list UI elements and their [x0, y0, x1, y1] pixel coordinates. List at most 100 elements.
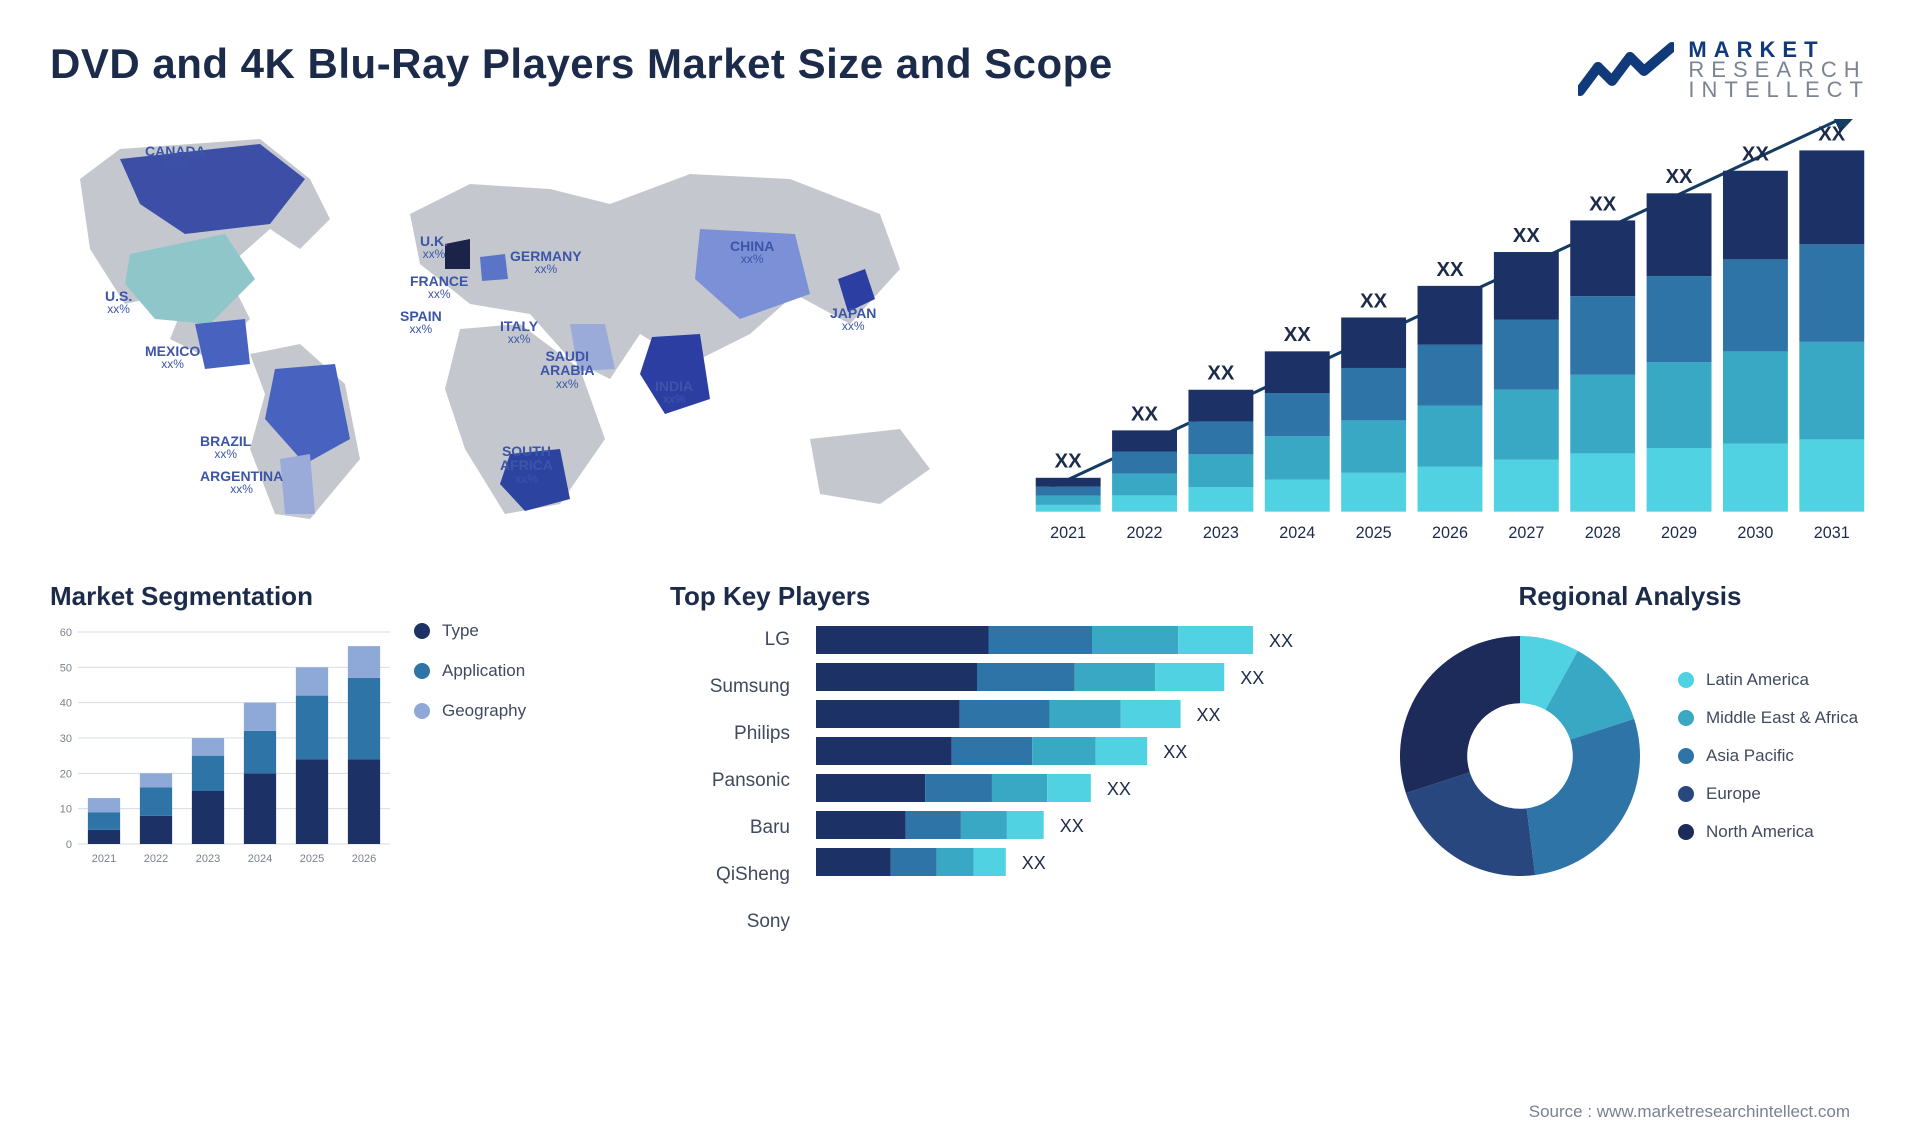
players-title: Top Key Players: [670, 581, 1360, 612]
map-label: FRANCExx%: [410, 274, 468, 301]
legend-swatch-icon: [1678, 786, 1694, 802]
legend-swatch-icon: [414, 703, 430, 719]
svg-text:60: 60: [60, 627, 72, 639]
svg-text:0: 0: [66, 839, 72, 851]
source-credit: Source : www.marketresearchintellect.com: [1529, 1102, 1850, 1122]
legend-swatch-icon: [414, 623, 430, 639]
segmentation-title: Market Segmentation: [50, 581, 390, 612]
segmentation-chart-svg: 0 10 20 30 40 50 60 2021 2022 2023 2024 2025 2026: [50, 626, 390, 866]
donut-title: Regional Analysis: [1390, 581, 1870, 612]
svg-text:XX: XX: [1060, 816, 1084, 836]
map-label: GERMANYxx%: [510, 249, 582, 276]
svg-text:20: 20: [60, 768, 72, 780]
svg-text:2025: 2025: [300, 853, 324, 865]
svg-text:XX: XX: [1207, 362, 1234, 384]
donut-legend: Latin America Middle East & Africa Asia Pa…: [1678, 670, 1858, 842]
brand-logo: MARKET RESEARCH INTELLECT: [1578, 40, 1870, 101]
player-label: Baru: [670, 814, 790, 851]
world-map: CANADAxx%U.S.xx%MEXICOxx%BRAZILxx%ARGENT…: [50, 119, 990, 539]
legend-item: Latin America: [1678, 670, 1858, 690]
svg-text:XX: XX: [1197, 705, 1221, 725]
map-label: CHINAxx%: [730, 239, 774, 266]
player-label: Sony: [670, 908, 790, 945]
svg-text:2022: 2022: [144, 853, 168, 865]
svg-text:2022: 2022: [1127, 524, 1163, 542]
player-label: LG: [670, 626, 790, 663]
svg-text:2026: 2026: [352, 853, 376, 865]
svg-text:XX: XX: [1055, 450, 1082, 472]
player-label: Sumsung: [670, 673, 790, 710]
player-label: Pansonic: [670, 767, 790, 804]
player-label: Philips: [670, 720, 790, 757]
legend-label: North America: [1706, 822, 1814, 842]
legend-item: Type: [414, 621, 526, 641]
legend-item: Application: [414, 661, 526, 681]
svg-text:2021: 2021: [92, 853, 116, 865]
legend-swatch-icon: [1678, 748, 1694, 764]
map-label: U.S.xx%: [105, 289, 132, 316]
legend-label: Latin America: [1706, 670, 1809, 690]
legend-label: Europe: [1706, 784, 1761, 804]
map-label: ITALYxx%: [500, 319, 538, 346]
legend-swatch-icon: [1678, 672, 1694, 688]
key-players-panel: Top Key Players LG Sumsung Philips Pansonic…: [670, 581, 1360, 945]
svg-text:2024: 2024: [248, 853, 272, 865]
svg-text:2028: 2028: [1585, 524, 1621, 542]
legend-label: Application: [442, 661, 525, 681]
svg-text:30: 30: [60, 733, 72, 745]
header: DVD and 4K Blu-Ray Players Market Size a…: [50, 40, 1870, 101]
svg-text:2023: 2023: [1203, 524, 1239, 542]
segmentation-panel: Market Segmentation 0 10 20 30 40 50 60 2021 202…: [50, 581, 640, 945]
svg-text:10: 10: [60, 803, 72, 815]
svg-text:XX: XX: [1818, 123, 1845, 145]
svg-text:2025: 2025: [1356, 524, 1392, 542]
map-label: BRAZILxx%: [200, 434, 251, 461]
page-title: DVD and 4K Blu-Ray Players Market Size a…: [50, 40, 1113, 88]
svg-text:XX: XX: [1513, 225, 1540, 247]
players-chart-svg: XXXXXXXXXXXXXX: [816, 626, 1336, 886]
svg-text:2027: 2027: [1508, 524, 1544, 542]
svg-text:XX: XX: [1360, 290, 1387, 312]
svg-text:2024: 2024: [1279, 524, 1315, 542]
svg-text:XX: XX: [1589, 193, 1616, 215]
segmentation-legend: Type Application Geography: [414, 621, 526, 945]
svg-text:XX: XX: [1284, 324, 1311, 346]
svg-text:XX: XX: [1742, 143, 1769, 165]
legend-label: Type: [442, 621, 479, 641]
svg-text:2031: 2031: [1814, 524, 1850, 542]
legend-item: Geography: [414, 701, 526, 721]
map-label: CANADAxx%: [145, 144, 206, 171]
svg-text:XX: XX: [1240, 668, 1264, 688]
svg-text:2030: 2030: [1737, 524, 1773, 542]
legend-swatch-icon: [1678, 710, 1694, 726]
logo-mark-icon: [1578, 41, 1674, 99]
svg-text:50: 50: [60, 662, 72, 674]
svg-text:XX: XX: [1131, 403, 1158, 425]
logo-text: MARKET RESEARCH INTELLECT: [1688, 40, 1870, 101]
map-label: SPAINxx%: [400, 309, 442, 336]
donut-chart: [1390, 626, 1650, 886]
svg-text:XX: XX: [1269, 631, 1293, 651]
svg-text:XX: XX: [1107, 779, 1131, 799]
svg-text:40: 40: [60, 697, 72, 709]
segmentation-chart: 0 10 20 30 40 50 60 2021 2022 2023 2024 2025 2026: [50, 626, 390, 866]
svg-text:2021: 2021: [1050, 524, 1086, 542]
svg-text:XX: XX: [1666, 166, 1693, 188]
svg-text:XX: XX: [1163, 742, 1187, 762]
players-chart: XXXXXXXXXXXXXX: [816, 626, 1336, 886]
players-labels: LG Sumsung Philips Pansonic Baru QiSheng Sony: [670, 626, 790, 945]
forecast-chart: XX 2021 XX 2022 XX 2023 XX 2024 XX 2025 XX 2026 XX 20…: [1030, 119, 1870, 539]
logo-line-3: INTELLECT: [1688, 80, 1870, 100]
legend-item: Asia Pacific: [1678, 746, 1858, 766]
player-label: QiSheng: [670, 861, 790, 898]
map-label: ARGENTINAxx%: [200, 469, 283, 496]
legend-swatch-icon: [1678, 824, 1694, 840]
legend-label: Middle East & Africa: [1706, 708, 1858, 728]
svg-text:2026: 2026: [1432, 524, 1468, 542]
svg-text:2023: 2023: [196, 853, 220, 865]
svg-text:2029: 2029: [1661, 524, 1697, 542]
legend-label: Geography: [442, 701, 526, 721]
legend-item: Europe: [1678, 784, 1858, 804]
map-label: JAPANxx%: [830, 306, 876, 333]
legend-swatch-icon: [414, 663, 430, 679]
